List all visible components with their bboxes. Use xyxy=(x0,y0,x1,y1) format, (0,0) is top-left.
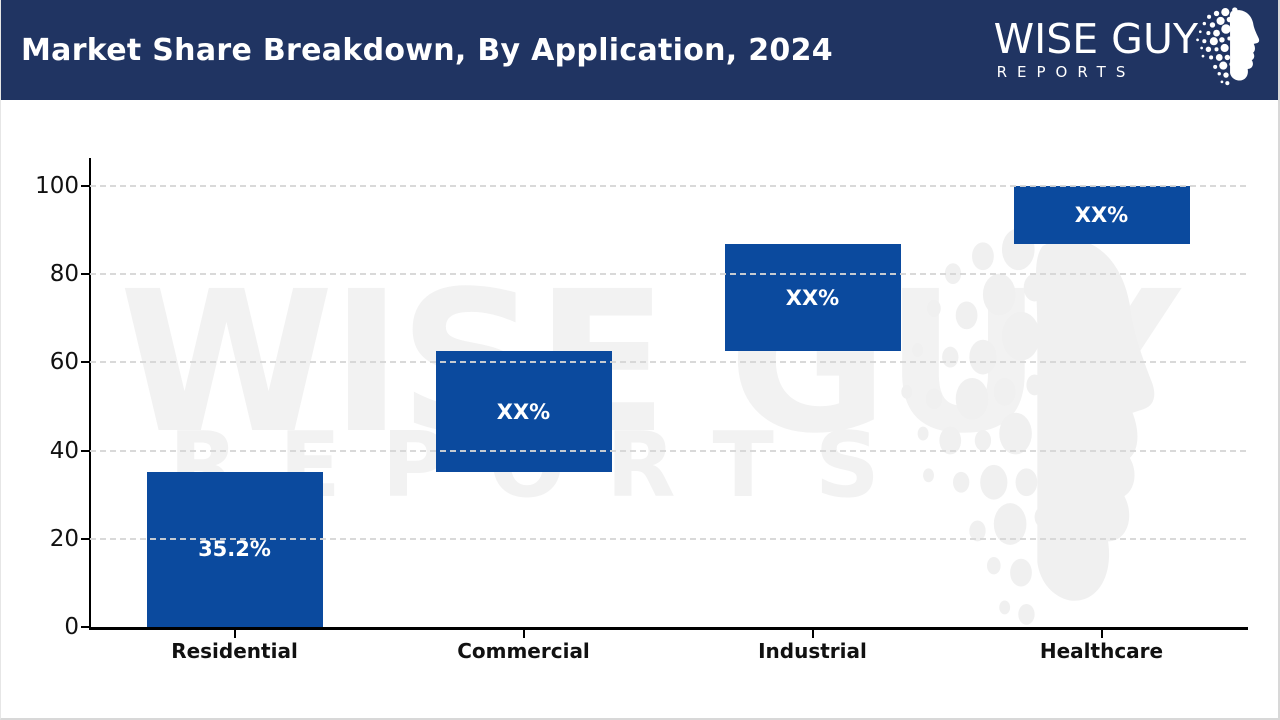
x-category-label: Healthcare xyxy=(1039,639,1164,663)
bar-residential: 35.2% xyxy=(146,471,323,627)
gridline xyxy=(90,361,1246,364)
chart-canvas: WISE GUY REPORTS 02040608010035.2%Reside… xyxy=(1,100,1278,718)
y-tick-label: 0 xyxy=(64,614,79,640)
y-tick-mark xyxy=(81,626,90,628)
logo-subtext: REPORTS xyxy=(996,63,1136,81)
x-tick-mark xyxy=(233,630,236,638)
x-tick-mark xyxy=(1100,630,1103,638)
bar-commercial: XX% xyxy=(435,351,612,472)
y-tick-mark xyxy=(81,537,90,540)
y-tick-label: 60 xyxy=(49,349,79,376)
y-tick-label: 20 xyxy=(49,525,79,552)
bar-value-label: 35.2% xyxy=(198,537,271,562)
y-tick-label: 40 xyxy=(49,437,79,464)
bar-healthcare: XX% xyxy=(1013,186,1190,245)
x-category-label: Commercial xyxy=(457,639,590,663)
gridline xyxy=(90,185,1246,187)
x-tick-mark xyxy=(522,630,525,638)
bar-value-label: XX% xyxy=(1074,203,1129,228)
x-axis-spine xyxy=(89,627,1248,630)
gridline xyxy=(90,537,1246,540)
y-axis-spine xyxy=(89,158,91,630)
dotted-head-profile-icon xyxy=(1184,6,1268,94)
y-tick-mark xyxy=(81,449,90,452)
header-bar: Market Share Breakdown, By Application, … xyxy=(1,0,1278,100)
y-tick-label: 100 xyxy=(35,173,79,199)
gridline xyxy=(90,449,1246,452)
y-tick-mark xyxy=(81,273,90,276)
gridline xyxy=(90,273,1246,276)
x-category-label: Industrial xyxy=(758,639,867,663)
x-tick-mark xyxy=(811,630,814,638)
y-tick-mark xyxy=(81,185,90,187)
x-category-label: Residential xyxy=(171,639,298,663)
y-tick-label: 80 xyxy=(49,261,79,288)
bar-value-label: XX% xyxy=(496,399,551,424)
bar-industrial: XX% xyxy=(724,244,901,352)
page-title: Market Share Breakdown, By Application, … xyxy=(21,32,833,68)
plot-area: 0 20 40 60 80 100 35.2% Residential XX% Commercia… xyxy=(1,100,1278,718)
brand-logo: WISE GUY REPORTS xyxy=(994,5,1268,95)
logo-wordmark: WISE GUY REPORTS xyxy=(993,15,1198,82)
logo-word: WISE GUY xyxy=(993,15,1198,63)
y-tick-mark xyxy=(81,361,90,364)
bar-value-label: XX% xyxy=(785,285,840,310)
